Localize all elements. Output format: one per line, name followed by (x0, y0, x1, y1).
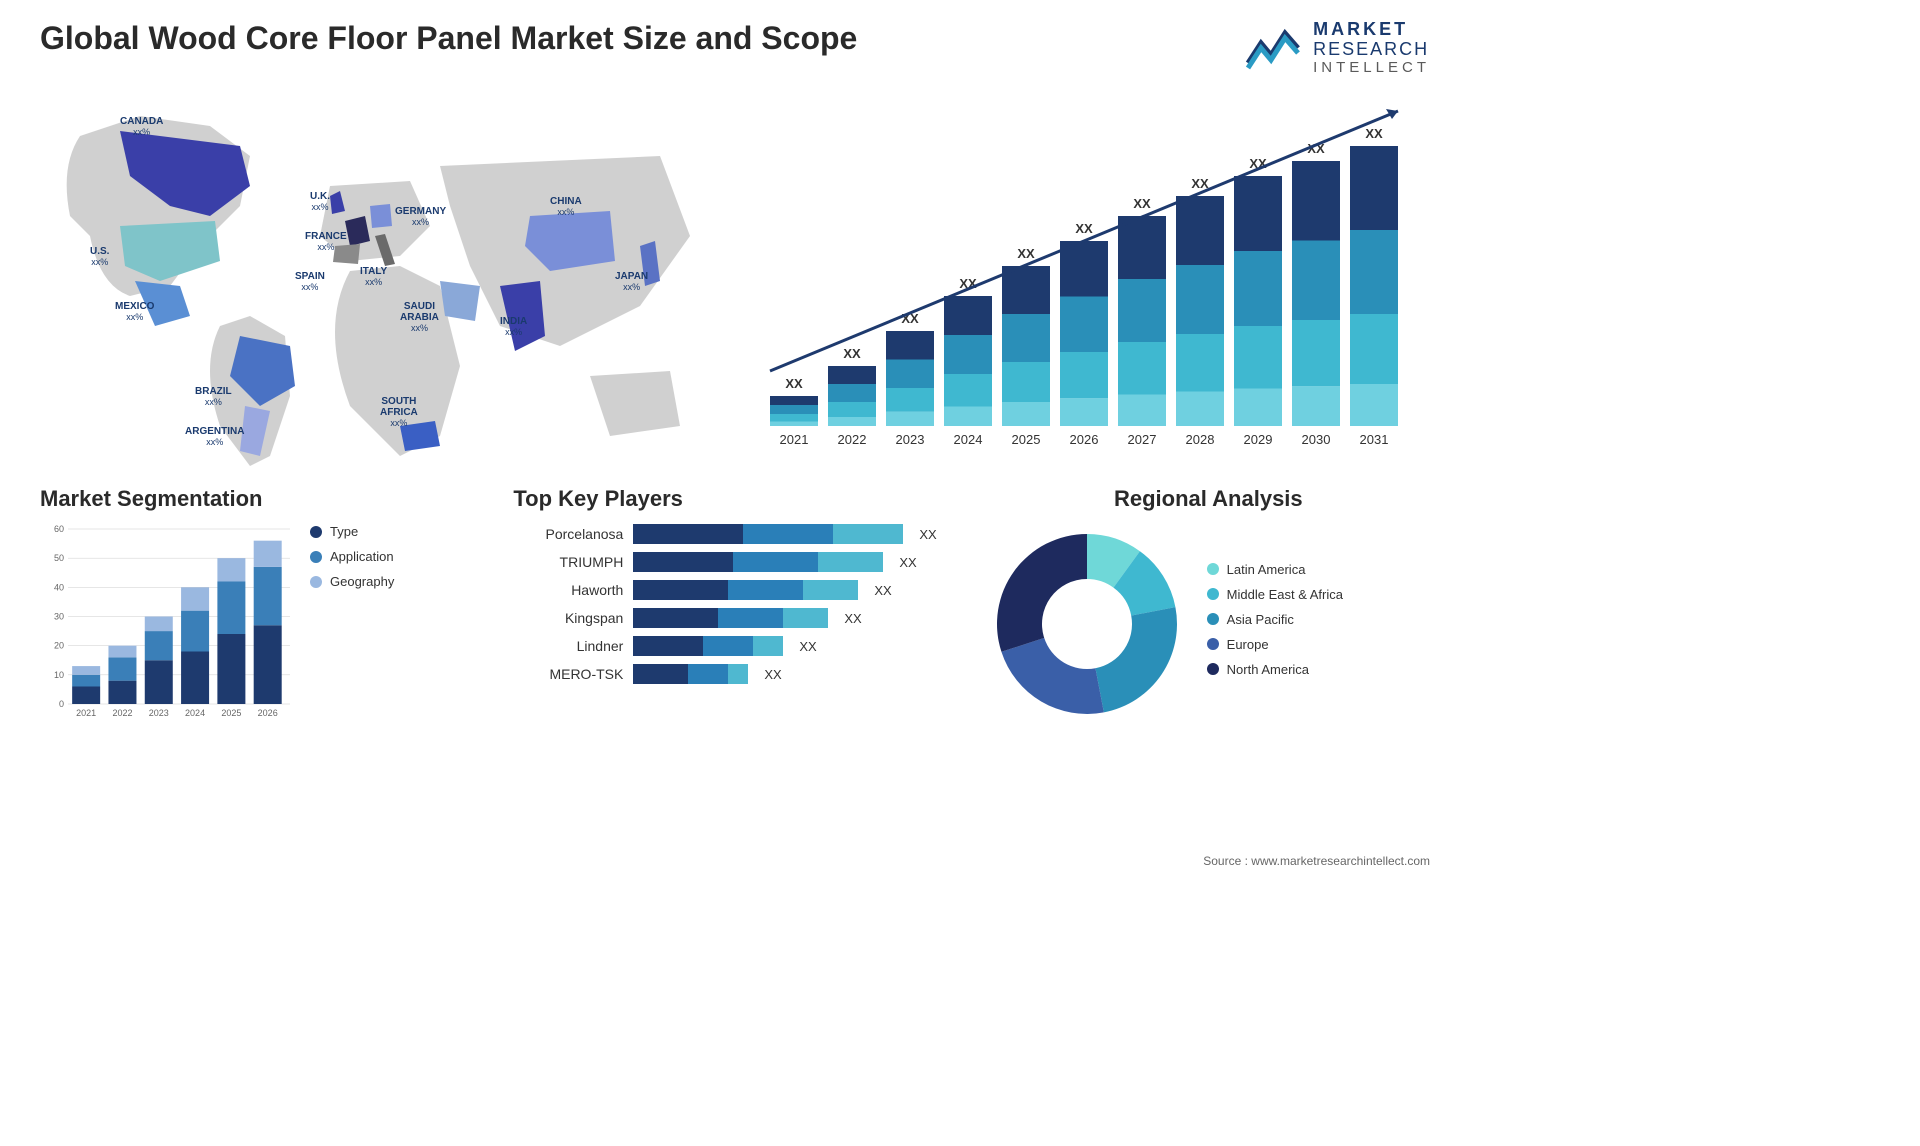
legend-item: Europe (1207, 637, 1343, 652)
svg-text:XX: XX (785, 376, 803, 391)
player-name: MERO-TSK (513, 666, 623, 682)
svg-text:XX: XX (1133, 196, 1151, 211)
svg-text:2028: 2028 (1186, 432, 1215, 447)
player-name: Haworth (513, 582, 623, 598)
svg-text:2023: 2023 (896, 432, 925, 447)
regional-title: Regional Analysis (987, 486, 1430, 512)
source-text: Source : www.marketresearchintellect.com (1203, 854, 1430, 868)
svg-text:40: 40 (54, 582, 64, 592)
players-title: Top Key Players (513, 486, 956, 512)
svg-text:2025: 2025 (1012, 432, 1041, 447)
svg-text:50: 50 (54, 553, 64, 563)
svg-text:2030: 2030 (1302, 432, 1331, 447)
legend-item: Geography (310, 574, 394, 589)
player-name: TRIUMPH (513, 554, 623, 570)
segmentation-title: Market Segmentation (40, 486, 483, 512)
map-label: ITALYxx% (360, 266, 387, 288)
legend-item: Asia Pacific (1207, 612, 1343, 627)
player-row: TRIUMPH XX (513, 552, 956, 572)
svg-text:2022: 2022 (838, 432, 867, 447)
legend-item: Latin America (1207, 562, 1343, 577)
player-row: Haworth XX (513, 580, 956, 600)
legend-item: Middle East & Africa (1207, 587, 1343, 602)
player-row: Porcelanosa XX (513, 524, 956, 544)
player-row: Lindner XX (513, 636, 956, 656)
svg-text:10: 10 (54, 670, 64, 680)
svg-text:2026: 2026 (1070, 432, 1099, 447)
map-label: SOUTHAFRICAxx% (380, 396, 418, 429)
player-value: XX (919, 527, 936, 542)
svg-text:2024: 2024 (954, 432, 983, 447)
player-bar (633, 580, 858, 600)
map-label: CHINAxx% (550, 196, 582, 218)
forecast-svg: XX2021XX2022XX2023XX2024XX2025XX2026XX20… (750, 86, 1430, 466)
map-label: BRAZILxx% (195, 386, 232, 408)
svg-text:2027: 2027 (1128, 432, 1157, 447)
svg-text:0: 0 (59, 699, 64, 709)
player-value: XX (844, 611, 861, 626)
map-label: FRANCExx% (305, 231, 347, 253)
svg-text:2024: 2024 (185, 708, 205, 718)
svg-text:2021: 2021 (76, 708, 96, 718)
svg-text:2023: 2023 (149, 708, 169, 718)
player-name: Lindner (513, 638, 623, 654)
legend-item: Application (310, 549, 394, 564)
player-bar (633, 552, 883, 572)
svg-text:30: 30 (54, 612, 64, 622)
svg-text:XX: XX (1017, 246, 1035, 261)
legend-item: North America (1207, 662, 1343, 677)
player-bar (633, 664, 748, 684)
map-label: ARGENTINAxx% (185, 426, 244, 448)
svg-text:2031: 2031 (1360, 432, 1389, 447)
player-bar (633, 524, 903, 544)
regional-legend: Latin America Middle East & Africa Asia Pa… (1207, 562, 1343, 687)
map-label: MEXICOxx% (115, 301, 154, 323)
player-value: XX (874, 583, 891, 598)
player-value: XX (764, 667, 781, 682)
svg-text:XX: XX (1075, 221, 1093, 236)
logo-text-3: INTELLECT (1313, 60, 1430, 77)
logo-text-1: MARKET (1313, 20, 1430, 40)
map-label: SAUDIARABIAxx% (400, 301, 439, 334)
svg-text:2026: 2026 (258, 708, 278, 718)
logo: MARKET RESEARCH INTELLECT (1243, 20, 1430, 76)
map-label: U.S.xx% (90, 246, 109, 268)
logo-mark-icon (1243, 23, 1303, 73)
regional-donut (987, 524, 1187, 724)
player-value: XX (899, 555, 916, 570)
svg-text:2025: 2025 (221, 708, 241, 718)
players-panel: Top Key Players PorcelanosaXXTRIUMPHXXHa… (513, 486, 956, 724)
logo-text-2: RESEARCH (1313, 40, 1430, 60)
regional-panel: Regional Analysis Latin America Middle Ea… (987, 486, 1430, 724)
world-map: CANADAxx% U.S.xx% MEXICOxx% BRAZILxx% ARGENT… (40, 86, 720, 466)
legend-item: Type (310, 524, 394, 539)
player-bar (633, 636, 783, 656)
svg-text:XX: XX (843, 346, 861, 361)
svg-text:2021: 2021 (780, 432, 809, 447)
player-name: Porcelanosa (513, 526, 623, 542)
segmentation-chart: 0 10 20 30 40 50 60 2021 2022 2023 2024 2025 2026 (40, 524, 290, 724)
map-label: CANADAxx% (120, 116, 163, 138)
map-label: GERMANYxx% (395, 206, 446, 228)
svg-text:2022: 2022 (112, 708, 132, 718)
player-row: Kingspan XX (513, 608, 956, 628)
map-label: SPAINxx% (295, 271, 325, 293)
player-value: XX (799, 639, 816, 654)
players-list: Porcelanosa XX TRIUMPH XX Haworth XX Kingspan X… (513, 524, 956, 684)
player-bar (633, 608, 828, 628)
svg-text:20: 20 (54, 641, 64, 651)
map-label: JAPANxx% (615, 271, 648, 293)
page-title: Global Wood Core Floor Panel Market Size… (40, 20, 857, 57)
player-row: MERO-TSK XX (513, 664, 956, 684)
segmentation-legend: Type Application Geography (310, 524, 394, 599)
forecast-chart: XX2021XX2022XX2023XX2024XX2025XX2026XX20… (750, 86, 1430, 466)
segmentation-panel: Market Segmentation 0 10 20 30 40 50 60 2021 202… (40, 486, 483, 724)
svg-text:2029: 2029 (1244, 432, 1273, 447)
map-label: U.K.xx% (310, 191, 330, 213)
map-label: INDIAxx% (500, 316, 527, 338)
svg-text:60: 60 (54, 524, 64, 534)
player-name: Kingspan (513, 610, 623, 626)
svg-text:XX: XX (1365, 126, 1383, 141)
